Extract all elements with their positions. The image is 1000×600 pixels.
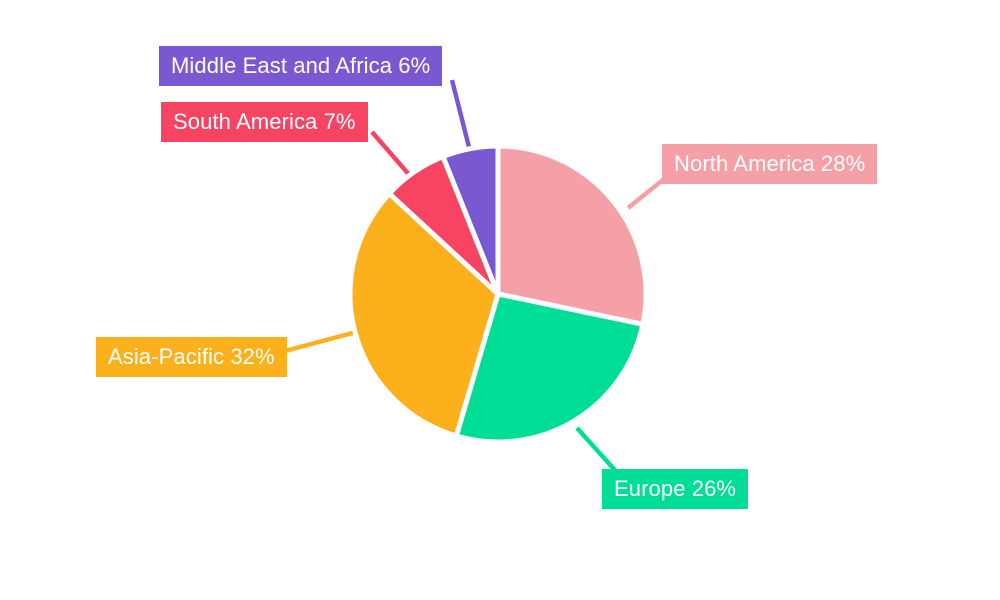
pie-slice-asia-pacific[interactable] <box>347 191 501 439</box>
pie-slices <box>347 143 649 445</box>
pie-label-south-america-text: South America 7% <box>173 109 356 134</box>
pie-label-middle-east-africa[interactable]: Middle East and Africa 6% <box>159 46 443 86</box>
pie-label-north-america-text: North America 28% <box>674 151 866 176</box>
pie-label-europe[interactable]: Europe 26% <box>602 469 749 509</box>
pie-slice-north-america[interactable] <box>495 143 649 327</box>
pie-label-middle-east-africa-text: Middle East and Africa 6% <box>171 53 431 78</box>
pie-label-asia-pacific[interactable]: Asia-Pacific 32% <box>96 337 287 377</box>
pie-slice-europe[interactable] <box>453 291 646 445</box>
pie-label-north-america[interactable]: North America 28% <box>662 144 878 184</box>
pie-label-europe-text: Europe 26% <box>614 476 737 501</box>
pie-slice-middle-east-africa[interactable] <box>440 143 501 297</box>
leader-line-middle-east-africa <box>449 79 474 156</box>
pie-label-south-america[interactable]: South America 7% <box>161 102 368 142</box>
pie-label-asia-pacific-text: Asia-Pacific 32% <box>108 344 275 369</box>
